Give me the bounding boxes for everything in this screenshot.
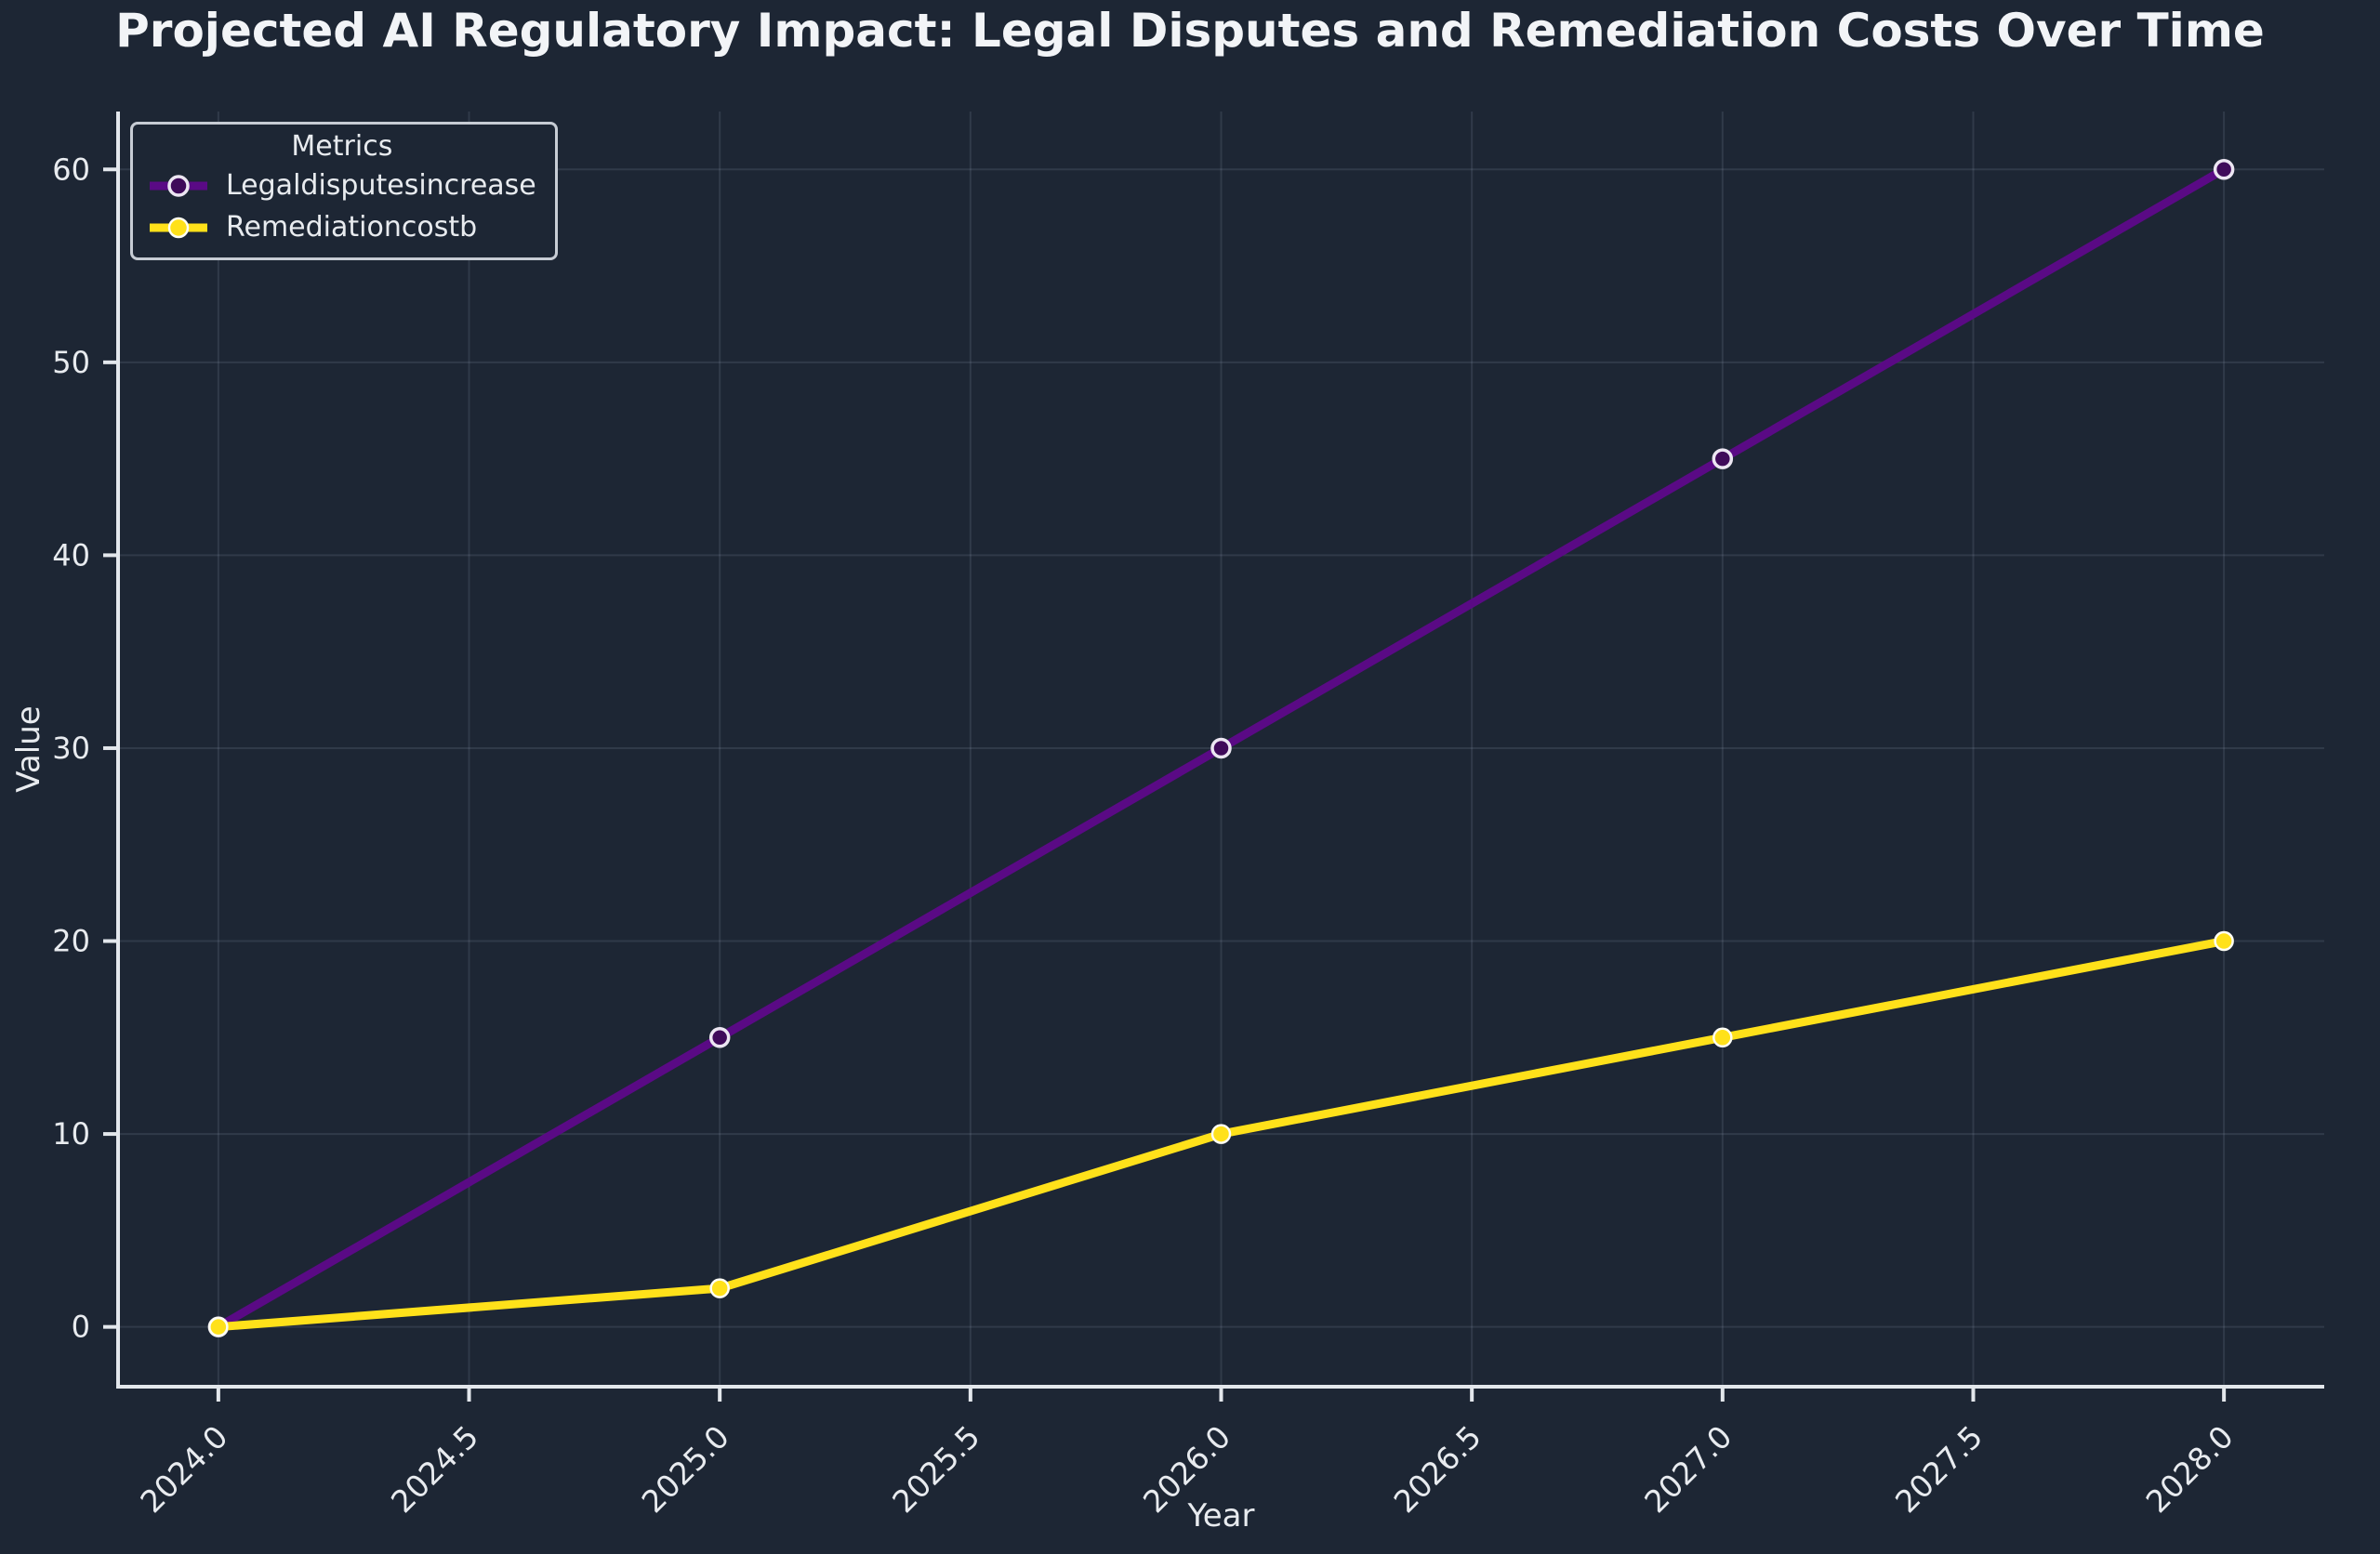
svg-text:30: 30 <box>52 731 90 766</box>
svg-text:Year: Year <box>1187 1497 1255 1534</box>
legend-label: Remediationcostb <box>226 211 478 244</box>
legend-title: Metrics <box>291 130 393 163</box>
svg-text:10: 10 <box>52 1116 90 1152</box>
svg-text:2025.0: 2025.0 <box>635 1418 736 1520</box>
legend-item-remediationcostb: Remediationcostb <box>148 206 536 248</box>
svg-text:2025.5: 2025.5 <box>885 1418 986 1520</box>
svg-text:Value: Value <box>10 705 47 792</box>
svg-text:60: 60 <box>52 151 90 187</box>
legend-item-legaldisputesincrease: Legaldisputesincrease <box>148 165 536 206</box>
legend-swatch-open-circle-icon <box>150 174 207 197</box>
legend-swatch-filled-circle-icon <box>150 217 207 238</box>
svg-text:2027.5: 2027.5 <box>1888 1418 1990 1520</box>
svg-text:2024.0: 2024.0 <box>133 1418 234 1520</box>
chart-title: Projected AI Regulatory Impact: Legal Di… <box>115 4 2265 58</box>
svg-text:20: 20 <box>52 924 90 959</box>
svg-text:2027.0: 2027.0 <box>1637 1418 1739 1520</box>
svg-text:2024.5: 2024.5 <box>384 1418 485 1520</box>
svg-text:40: 40 <box>52 537 90 573</box>
svg-text:2026.5: 2026.5 <box>1387 1418 1488 1520</box>
legend-label: Legaldisputesincrease <box>226 169 536 202</box>
svg-text:0: 0 <box>72 1310 90 1345</box>
svg-text:50: 50 <box>52 345 90 380</box>
svg-text:2028.0: 2028.0 <box>2139 1418 2241 1520</box>
legend: Metrics Legaldisputesincrease Remediatio… <box>130 122 558 260</box>
